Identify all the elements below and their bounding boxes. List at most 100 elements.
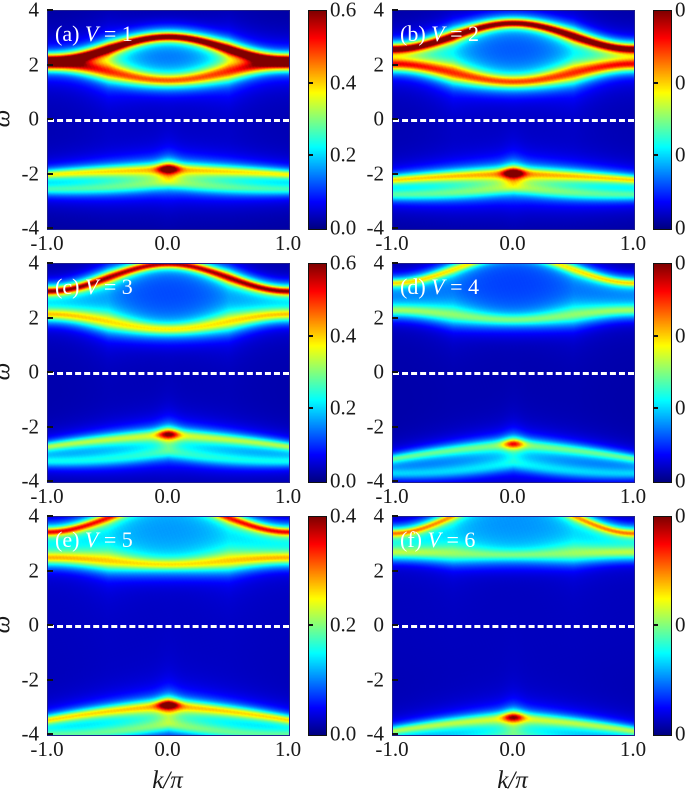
y-axis-tick-mark — [47, 262, 53, 264]
y-axis-tick-label: 0 — [28, 359, 40, 384]
colorbar-tick-mark — [308, 154, 313, 157]
x-axis-tick-label: -1.0 — [375, 484, 409, 508]
y-axis-tick-label: 0 — [373, 359, 385, 384]
y-axis-tick-mark — [392, 515, 398, 517]
colorbar-tick-label: 0.4 — [330, 323, 357, 348]
y-axis-tick-mark — [392, 733, 398, 735]
colorbar-gradient — [309, 11, 326, 229]
y-axis-tick-label: -2 — [21, 414, 40, 438]
heatmap-plot-area — [392, 263, 635, 483]
colorbar-tick-mark — [653, 154, 658, 157]
parameter-equals: = — [450, 21, 463, 46]
x-axis-tick-label: 0.0 — [499, 484, 526, 508]
heatmap-plot-area — [47, 10, 290, 230]
panel-letter: (b) — [400, 21, 426, 46]
colorbar-tick-label: 0.6 — [675, 250, 685, 275]
parameter-value: 1 — [121, 21, 133, 46]
x-axis-tick-label: 0.0 — [499, 737, 526, 761]
colorbar — [308, 516, 327, 736]
panel-label: (b) V = 2 — [400, 23, 479, 45]
y-axis-tick-label: -2 — [21, 161, 40, 185]
parameter-symbol: V — [84, 274, 99, 299]
heatmap-plot-area — [392, 10, 635, 230]
x-axis-tick-label: 1.0 — [274, 484, 302, 508]
y-axis-tick-label: 0 — [28, 612, 40, 637]
panel-label: (c) V = 3 — [55, 276, 133, 298]
y-axis-tick-mark — [47, 678, 53, 681]
colorbar-tick-label: 0.4 — [675, 70, 685, 95]
parameter-value: 2 — [468, 21, 480, 46]
y-axis-tick-mark — [47, 371, 53, 373]
y-axis-tick-mark — [392, 9, 398, 11]
colorbar — [653, 10, 672, 230]
parameter-equals: = — [103, 21, 117, 46]
parameter-equals: = — [103, 274, 117, 299]
y-axis-tick-mark — [47, 172, 53, 175]
colorbar-tick-label: 0.2 — [330, 395, 357, 420]
colorbar-gradient — [309, 517, 326, 735]
y-axis-tick-mark — [47, 316, 53, 319]
fermi-level-dashed-line — [48, 625, 289, 628]
colorbar-tick-mark — [308, 81, 313, 84]
colorbar-tick-label: 0.2 — [675, 395, 685, 420]
y-axis-tick-label: -4 — [21, 721, 40, 746]
colorbar-tick-label: 0.4 — [675, 323, 685, 348]
y-axis-tick-label: -4 — [366, 215, 385, 240]
x-axis-tick-label: -1.0 — [30, 231, 64, 255]
y-axis-tick-mark — [47, 118, 53, 120]
x-axis-tick-label: -1.0 — [375, 231, 409, 255]
fermi-level-dashed-line — [393, 119, 634, 122]
parameter-symbol: V — [427, 527, 441, 552]
y-axis-tick-label: -2 — [21, 667, 40, 691]
y-axis-tick-mark — [392, 480, 398, 482]
y-axis-tick-label: 4 — [28, 0, 40, 22]
panel-letter: (a) — [55, 21, 80, 46]
x-axis-tick-label: -1.0 — [30, 484, 64, 508]
x-axis-tick-label: 0.0 — [499, 231, 526, 255]
parameter-symbol: V — [431, 21, 445, 46]
y-axis-tick-label: -4 — [21, 468, 40, 493]
colorbar-tick-mark — [653, 81, 658, 84]
parameter-equals: = — [446, 527, 459, 552]
fermi-level-dashed-line — [48, 372, 289, 375]
x-axis-tick-label: -1.0 — [30, 737, 64, 761]
colorbar — [308, 10, 327, 230]
y-axis-tick-mark — [47, 63, 53, 66]
y-axis-tick-mark — [47, 480, 53, 482]
y-axis-tick-mark — [392, 678, 398, 681]
colorbar-tick-label: 0.0 — [675, 215, 685, 240]
heatmap-plot-area — [47, 263, 290, 483]
colorbar-tick-label: 0.0 — [330, 215, 357, 240]
colorbar-gradient — [654, 264, 671, 482]
x-axis-tick-label: 1.0 — [274, 231, 302, 255]
y-axis-tick-label: -2 — [366, 667, 385, 691]
parameter-value: 5 — [121, 527, 133, 552]
colorbar-tick-label: 0.4 — [675, 503, 685, 528]
panel-letter: (f) — [400, 527, 422, 552]
y-axis-tick-mark — [47, 733, 53, 735]
x-axis-tick-label: 1.0 — [619, 231, 647, 255]
colorbar-gradient — [654, 517, 671, 735]
y-axis-tick-label: 4 — [373, 0, 385, 22]
y-axis-tick-label: 4 — [373, 250, 385, 275]
parameter-value: 3 — [121, 274, 133, 299]
y-axis-tick-mark — [392, 425, 398, 428]
y-axis-tick-mark — [392, 371, 398, 373]
y-axis-tick-label: 2 — [28, 305, 40, 329]
y-axis-tick-mark — [47, 624, 53, 626]
y-axis-tick-label: -4 — [366, 468, 385, 493]
x-axis-tick-label: 0.0 — [154, 484, 181, 508]
colorbar-gradient — [654, 11, 671, 229]
colorbar-tick-label: 0.6 — [675, 0, 685, 22]
y-axis-tick-mark — [47, 515, 53, 517]
panel-label: (a) V = 1 — [55, 23, 133, 45]
y-axis-tick-mark — [47, 227, 53, 229]
x-axis-tick-label: -1.0 — [375, 737, 409, 761]
y-axis-tick-label: 4 — [28, 503, 40, 528]
y-axis-tick-label: -2 — [366, 161, 385, 185]
colorbar-tick-label: 0.2 — [330, 612, 357, 637]
x-axis-tick-label: 0.0 — [154, 231, 181, 255]
